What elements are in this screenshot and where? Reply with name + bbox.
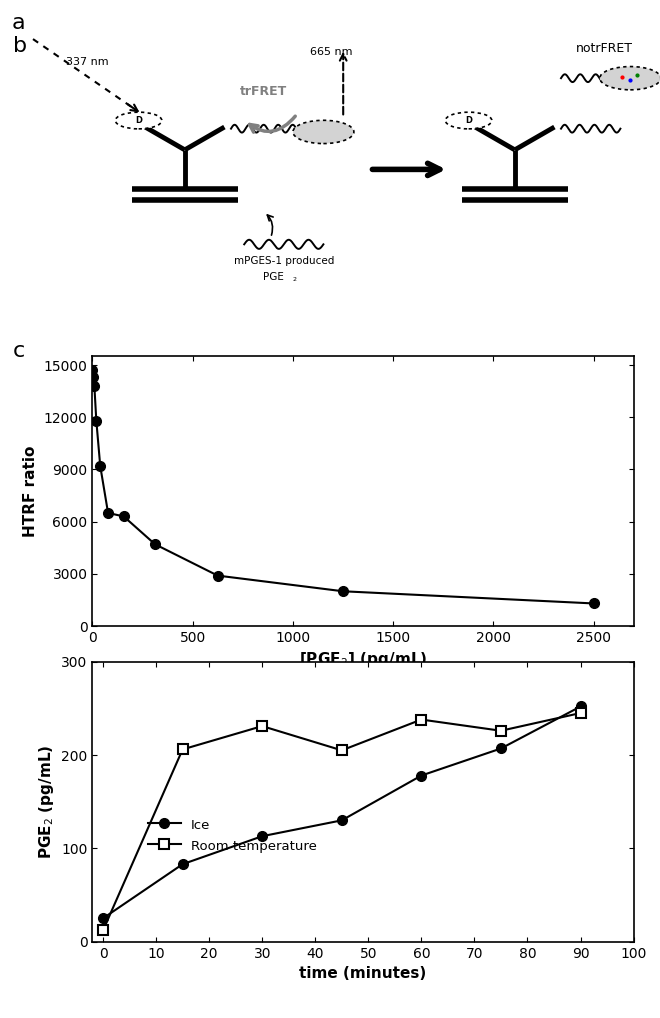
- Ice: [179, 858, 187, 870]
- Text: D: D: [465, 116, 472, 125]
- Text: D: D: [135, 116, 142, 125]
- Room temperature: [179, 743, 187, 755]
- Room temperature: [577, 706, 585, 719]
- Room temperature: [338, 744, 346, 756]
- Text: 665 nm: 665 nm: [310, 48, 352, 57]
- Text: mPGES-1 produced: mPGES-1 produced: [234, 256, 334, 266]
- Ellipse shape: [293, 120, 354, 144]
- Legend: Ice, Room temperature: Ice, Room temperature: [143, 812, 322, 858]
- Room temperature: [99, 924, 107, 937]
- Text: notrFRET: notrFRET: [576, 43, 632, 55]
- Text: 337 nm: 337 nm: [66, 57, 109, 67]
- Ice: [258, 830, 266, 842]
- Ice: [99, 912, 107, 924]
- X-axis label: [PGE$_2$] (pg/mL): [PGE$_2$] (pg/mL): [299, 651, 427, 670]
- Line: Ice: Ice: [98, 701, 585, 923]
- Ice: [417, 770, 425, 782]
- Y-axis label: HTRF ratio: HTRF ratio: [23, 446, 38, 536]
- Text: b: b: [13, 36, 27, 56]
- Ellipse shape: [600, 66, 660, 90]
- X-axis label: time (minutes): time (minutes): [300, 966, 426, 981]
- Ice: [497, 742, 505, 754]
- Ice: [577, 700, 585, 713]
- Text: c: c: [13, 341, 26, 361]
- Ellipse shape: [115, 112, 162, 129]
- Room temperature: [497, 725, 505, 737]
- Text: PGE: PGE: [263, 272, 284, 282]
- Line: Room temperature: Room temperature: [98, 709, 585, 936]
- Ellipse shape: [446, 112, 492, 129]
- Room temperature: [417, 714, 425, 726]
- Y-axis label: PGE$_2$ (pg/mL): PGE$_2$ (pg/mL): [36, 744, 55, 859]
- Room temperature: [258, 720, 266, 732]
- Ice: [338, 814, 346, 827]
- Text: a: a: [12, 13, 26, 33]
- Text: trFRET: trFRET: [240, 84, 288, 98]
- Text: $_2$: $_2$: [292, 275, 298, 284]
